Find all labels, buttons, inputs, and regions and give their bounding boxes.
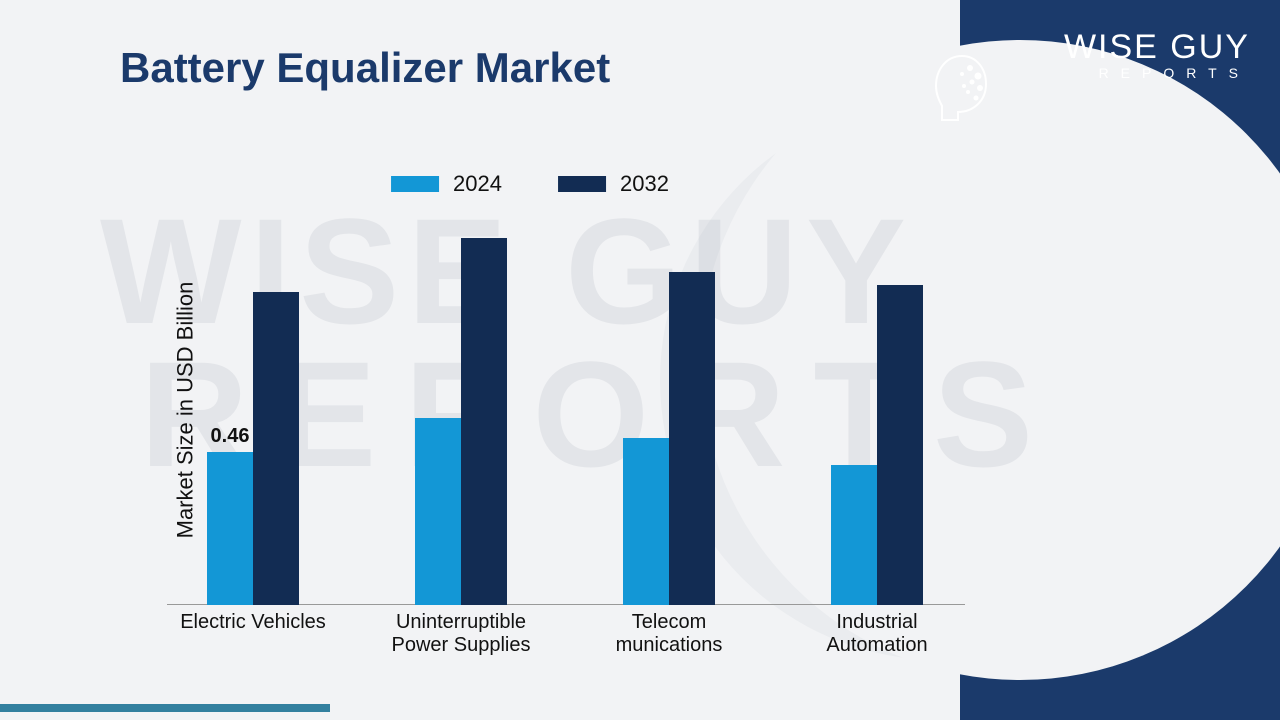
legend-label: 2032 [620, 171, 669, 197]
legend: 2024 2032 [391, 171, 669, 197]
bar-group: Uninterruptible Power Supplies [415, 238, 507, 605]
legend-item: 2024 [391, 171, 502, 197]
brand-name-line2: REPORTS [1064, 65, 1250, 81]
bar-2024 [207, 452, 253, 605]
bar-2024 [623, 438, 669, 605]
legend-item: 2032 [558, 171, 669, 197]
bottom-accent-line [0, 704, 330, 712]
legend-swatch [391, 176, 439, 192]
chart-area: Market Size in USD Billion 20242032 0.46… [95, 175, 965, 645]
plot-area: 0.46Electric Vehicles Uninterruptible Pow… [167, 205, 965, 605]
bar-group: Telecom munications [623, 272, 715, 605]
bar-2032 [877, 285, 923, 605]
bar-value-label: 0.46 [211, 425, 250, 452]
category-label: Industrial Automation [792, 605, 962, 657]
bar-2024 [831, 465, 877, 605]
brain-head-icon [932, 54, 992, 124]
bar-group: 0.46Electric Vehicles [207, 292, 299, 605]
category-label: Uninterruptible Power Supplies [376, 605, 546, 657]
stage: WISE GUY REPORTS Battery Equalizer Marke… [0, 0, 1280, 720]
bar-2032 [461, 238, 507, 605]
bar-2032 [669, 272, 715, 605]
brand-logo: WISE GUY REPORTS [1064, 28, 1250, 81]
bar-2024 [415, 418, 461, 605]
bar-2032 [253, 292, 299, 605]
legend-label: 2024 [453, 171, 502, 197]
category-label: Telecom munications [584, 605, 754, 657]
bar-group: Industrial Automation [831, 285, 923, 605]
legend-swatch [558, 176, 606, 192]
chart-title: Battery Equalizer Market [120, 44, 610, 92]
brand-name-line1: WISE GUY [1064, 28, 1250, 67]
category-label: Electric Vehicles [168, 605, 338, 634]
